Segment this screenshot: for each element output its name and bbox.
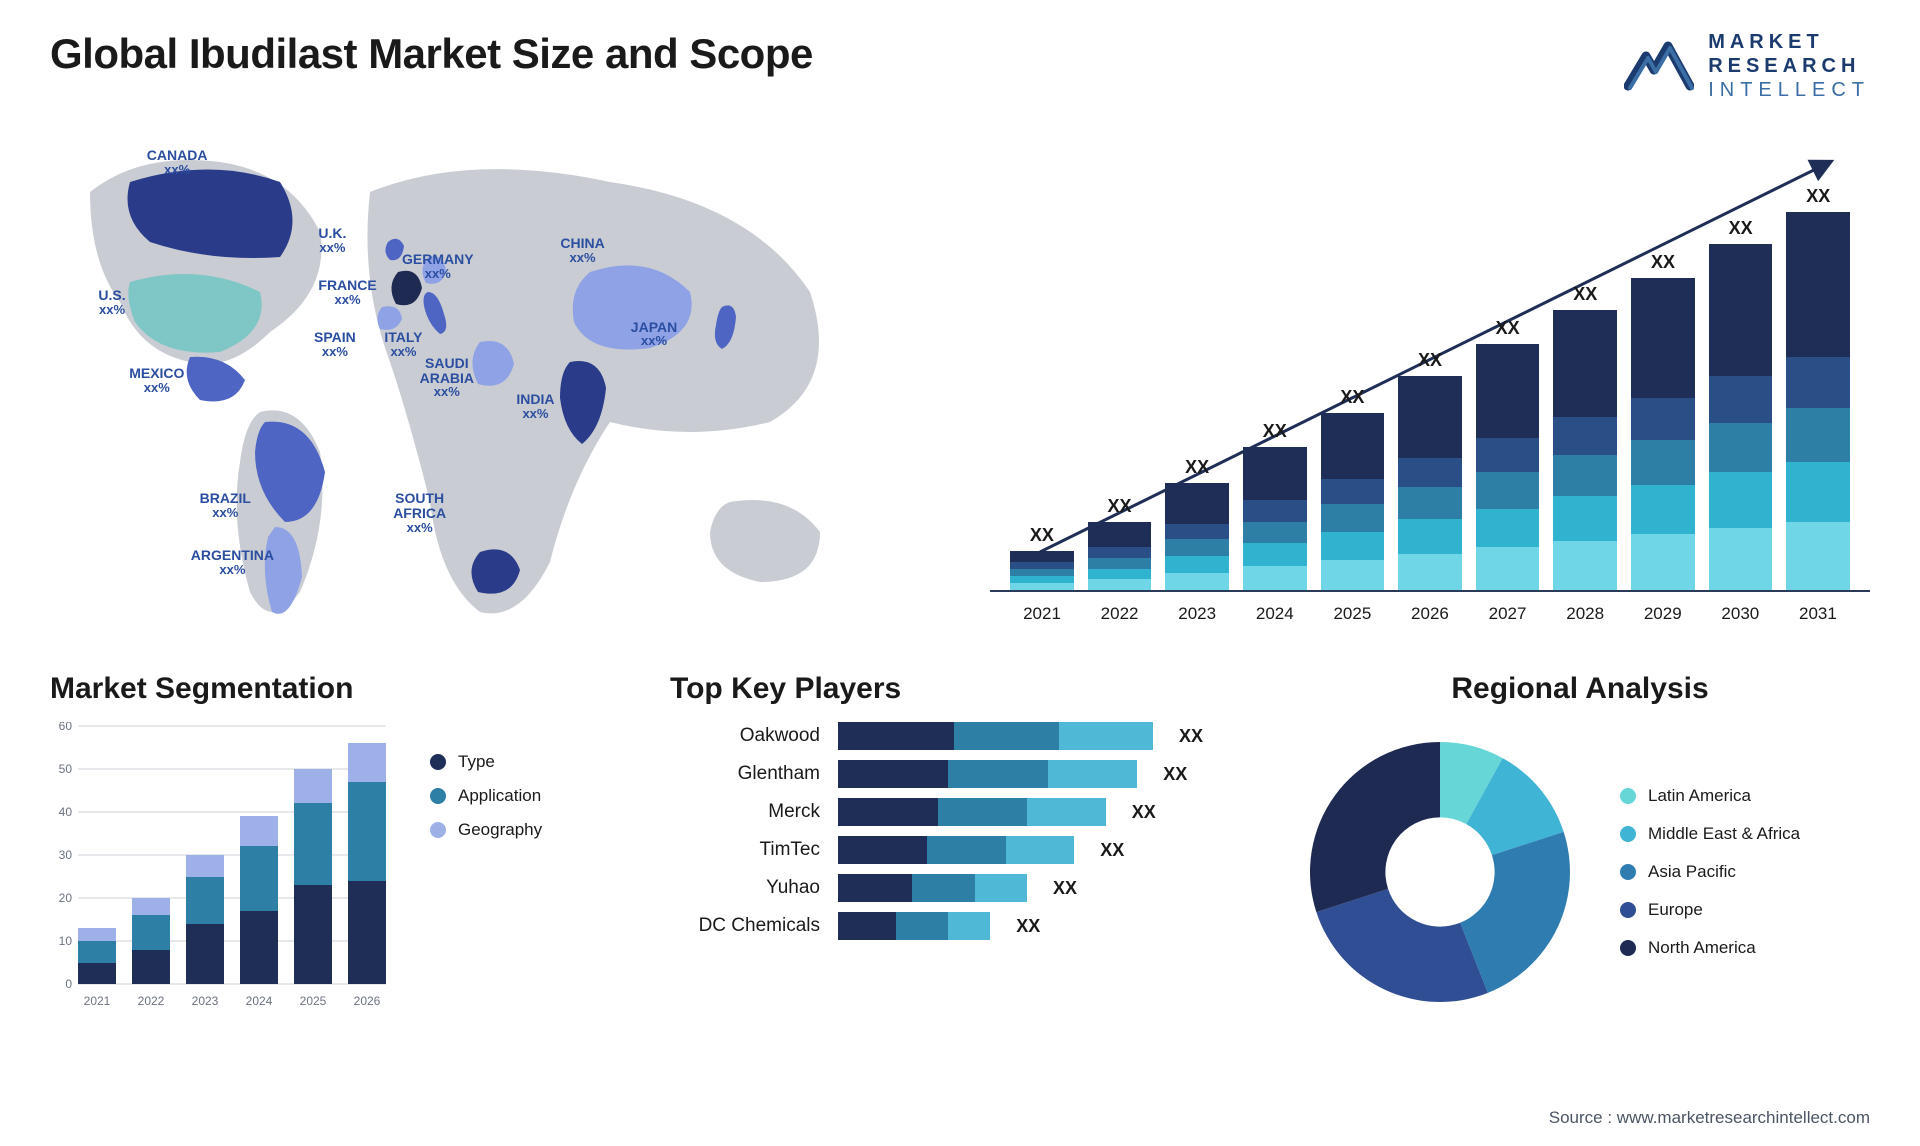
regional-title: Regional Analysis xyxy=(1290,672,1870,706)
seg-bar-2023 xyxy=(186,855,224,984)
source-attribution: Source : www.marketresearchintellect.com xyxy=(1549,1108,1870,1128)
segmentation-title: Market Segmentation xyxy=(50,672,630,706)
key-players-panel: Top Key Players OakwoodXX GlenthamXX Merck… xyxy=(670,672,1250,1022)
map-label-argentina: ARGENTINAxx% xyxy=(191,548,274,576)
map-label-italy: ITALYxx% xyxy=(384,330,422,358)
donut-slice-europe xyxy=(1316,889,1487,1002)
svg-text:50: 50 xyxy=(59,762,73,776)
ra-legend-north-america: North America xyxy=(1620,938,1800,958)
forecast-bar-2030: XX xyxy=(1709,244,1773,592)
seg-legend-geography: Geography xyxy=(430,820,542,840)
map-label-germany: GERMANYxx% xyxy=(402,252,474,280)
map-label-japan: JAPANxx% xyxy=(631,320,677,348)
seg-legend-type: Type xyxy=(430,752,542,772)
ra-legend-asia-pacific: Asia Pacific xyxy=(1620,862,1800,882)
forecast-bar-2022: XX xyxy=(1088,522,1152,592)
forecast-bar-2027: XX xyxy=(1476,344,1540,592)
regional-panel: Regional Analysis Latin America Middle Ea… xyxy=(1290,672,1870,1022)
seg-legend-application: Application xyxy=(430,786,542,806)
svg-text:0: 0 xyxy=(65,977,72,991)
svg-text:30: 30 xyxy=(59,848,73,862)
page-title: Global Ibudilast Market Size and Scope xyxy=(50,30,813,78)
seg-bar-2022 xyxy=(132,898,170,984)
map-label-canada: CANADAxx% xyxy=(147,148,208,176)
forecast-bar-2026: XX xyxy=(1398,376,1462,592)
seg-bar-2026 xyxy=(348,743,386,984)
seg-bar-2021 xyxy=(78,928,116,984)
kp-row-dc-chemicals: DC ChemicalsXX xyxy=(670,912,1250,940)
segmentation-panel: Market Segmentation 0102030405060 202120… xyxy=(50,672,630,1022)
ra-legend-middle-east-africa: Middle East & Africa xyxy=(1620,824,1800,844)
seg-bar-2024 xyxy=(240,816,278,984)
map-label-mexico: MEXICOxx% xyxy=(129,366,184,394)
svg-text:40: 40 xyxy=(59,805,73,819)
forecast-chart: XXXXXXXXXXXXXXXXXXXXXX 20212022202320242… xyxy=(990,122,1870,642)
kp-row-merck: MerckXX xyxy=(670,798,1250,826)
map-label-france: FRANCExx% xyxy=(318,278,376,306)
key-players-title: Top Key Players xyxy=(670,672,1250,706)
svg-text:60: 60 xyxy=(59,722,73,733)
forecast-bar-2024: XX xyxy=(1243,447,1307,592)
forecast-bar-2029: XX xyxy=(1631,278,1695,592)
map-label-china: CHINAxx% xyxy=(560,236,604,264)
map-label-spain: SPAINxx% xyxy=(314,330,356,358)
map-label-u-k-: U.K.xx% xyxy=(318,226,346,254)
map-label-brazil: BRAZILxx% xyxy=(200,491,251,519)
ra-legend-europe: Europe xyxy=(1620,900,1800,920)
logo-line1: MARKET xyxy=(1708,30,1870,54)
brand-logo: MARKET RESEARCH INTELLECT xyxy=(1624,30,1870,102)
forecast-bar-2028: XX xyxy=(1553,310,1617,592)
logo-line2: RESEARCH xyxy=(1708,54,1870,78)
world-map: CANADAxx% U.S.xx% MEXICOxx% BRAZILxx% ARGENT… xyxy=(50,122,930,642)
logo-line3: INTELLECT xyxy=(1708,78,1870,102)
svg-text:20: 20 xyxy=(59,891,73,905)
donut-slice-north-america xyxy=(1310,742,1440,912)
seg-bar-2025 xyxy=(294,769,332,984)
segmentation-chart: 0102030405060 202120222023202420252026 xyxy=(50,722,390,1012)
kp-row-timtec: TimTecXX xyxy=(670,836,1250,864)
svg-text:10: 10 xyxy=(59,934,73,948)
map-label-u-s-: U.S.xx% xyxy=(98,288,125,316)
logo-mark-icon xyxy=(1624,36,1694,96)
forecast-bar-2023: XX xyxy=(1165,483,1229,592)
kp-row-yuhao: YuhaoXX xyxy=(670,874,1250,902)
kp-row-oakwood: OakwoodXX xyxy=(670,722,1250,750)
forecast-bar-2021: XX xyxy=(1010,551,1074,592)
ra-legend-latin-america: Latin America xyxy=(1620,786,1800,806)
map-label-india: INDIAxx% xyxy=(516,392,554,420)
forecast-bar-2031: XX xyxy=(1786,212,1850,592)
map-label-saudi-arabia: SAUDIARABIAxx% xyxy=(420,356,474,399)
kp-row-glentham: GlenthamXX xyxy=(670,760,1250,788)
regional-donut xyxy=(1290,722,1590,1022)
map-label-south-africa: SOUTHAFRICAxx% xyxy=(393,491,446,534)
forecast-bar-2025: XX xyxy=(1321,413,1385,592)
